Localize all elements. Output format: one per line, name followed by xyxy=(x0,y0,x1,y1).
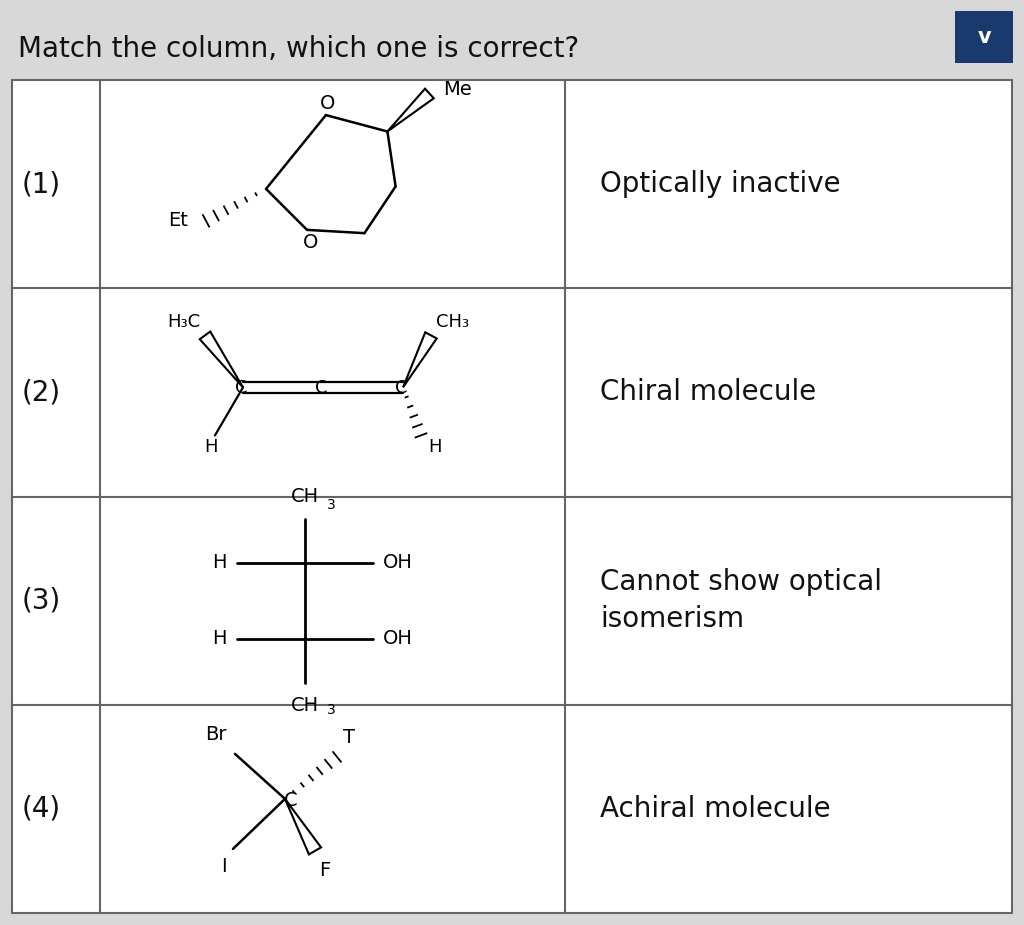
Text: Optically inactive: Optically inactive xyxy=(600,170,841,198)
Text: Achiral molecule: Achiral molecule xyxy=(600,795,830,823)
Text: H: H xyxy=(204,438,218,456)
Text: Et: Et xyxy=(168,212,188,230)
Polygon shape xyxy=(387,89,434,131)
FancyBboxPatch shape xyxy=(955,11,1013,63)
Text: C: C xyxy=(314,379,328,398)
Text: Chiral molecule: Chiral molecule xyxy=(600,378,816,406)
Text: Cannot show optical
isomerism: Cannot show optical isomerism xyxy=(600,568,882,633)
Text: C: C xyxy=(285,792,298,810)
Text: Br: Br xyxy=(206,725,227,744)
Text: CH: CH xyxy=(291,487,319,506)
Polygon shape xyxy=(403,332,436,388)
Text: C: C xyxy=(394,379,408,398)
Text: (2): (2) xyxy=(22,378,61,406)
Polygon shape xyxy=(200,331,243,388)
Text: H: H xyxy=(213,553,227,573)
Text: 3: 3 xyxy=(327,498,336,512)
Text: 3: 3 xyxy=(327,703,336,717)
Text: I: I xyxy=(221,857,227,876)
Text: O: O xyxy=(321,93,336,113)
Text: CH₃: CH₃ xyxy=(436,314,469,331)
Polygon shape xyxy=(285,799,322,855)
Text: H₃C: H₃C xyxy=(167,314,200,331)
Text: v: v xyxy=(977,27,991,47)
Text: T: T xyxy=(343,728,355,746)
Text: CH: CH xyxy=(291,696,319,715)
Text: Match the column, which one is correct?: Match the column, which one is correct? xyxy=(18,35,580,63)
Text: F: F xyxy=(319,861,331,880)
Text: Me: Me xyxy=(443,80,472,99)
Text: (1): (1) xyxy=(22,170,61,198)
Text: (3): (3) xyxy=(22,586,61,614)
Text: C: C xyxy=(234,379,247,398)
Text: OH: OH xyxy=(383,629,413,648)
Text: H: H xyxy=(213,629,227,648)
Text: O: O xyxy=(303,233,318,253)
Text: (4): (4) xyxy=(22,795,61,823)
Text: OH: OH xyxy=(383,553,413,573)
Text: H: H xyxy=(428,438,441,456)
